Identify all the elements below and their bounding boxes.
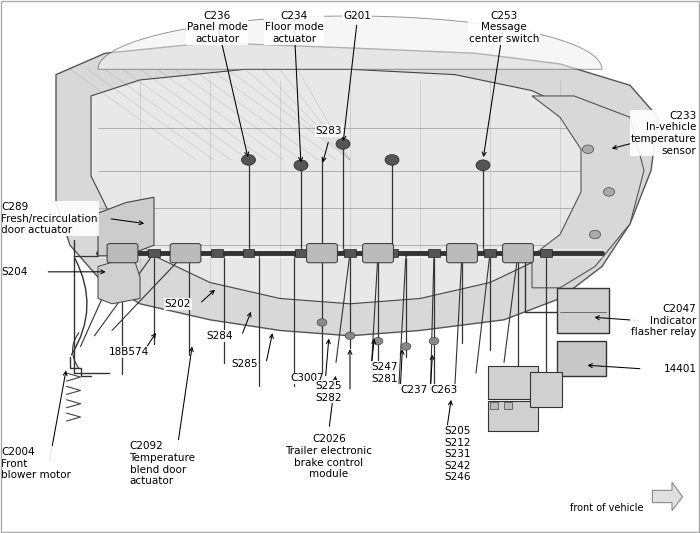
Polygon shape — [56, 43, 658, 336]
Bar — [504, 402, 512, 409]
Text: C236
Panel mode
actuator: C236 Panel mode actuator — [187, 11, 247, 44]
FancyBboxPatch shape — [107, 244, 138, 263]
Bar — [243, 249, 254, 257]
Bar — [540, 249, 552, 257]
Bar — [211, 249, 223, 257]
Circle shape — [603, 188, 615, 196]
FancyBboxPatch shape — [363, 244, 393, 263]
Bar — [148, 249, 160, 257]
Text: C2004
Front
blower motor: C2004 Front blower motor — [1, 447, 71, 480]
Circle shape — [385, 155, 399, 165]
Circle shape — [429, 337, 439, 345]
Text: C289
Fresh/recirculation
door actuator: C289 Fresh/recirculation door actuator — [1, 202, 98, 235]
Text: C237: C237 — [400, 385, 428, 395]
Text: front of vehicle: front of vehicle — [570, 503, 644, 513]
Text: S285: S285 — [231, 359, 258, 368]
Text: S205
S212
S231
S242
S246: S205 S212 S231 S242 S246 — [444, 426, 471, 482]
Text: C263: C263 — [430, 385, 458, 395]
Polygon shape — [91, 69, 602, 304]
Circle shape — [294, 160, 308, 171]
Bar — [344, 249, 356, 257]
FancyBboxPatch shape — [530, 372, 562, 407]
Circle shape — [317, 319, 327, 326]
Bar — [295, 249, 307, 257]
Circle shape — [336, 139, 350, 149]
Text: C3007: C3007 — [290, 374, 324, 383]
Text: 14401: 14401 — [664, 364, 696, 374]
Text: S204: S204 — [1, 267, 28, 277]
Bar — [490, 402, 498, 409]
Circle shape — [401, 343, 411, 350]
Circle shape — [241, 155, 255, 165]
Polygon shape — [532, 96, 644, 288]
Circle shape — [476, 160, 490, 171]
Text: S283: S283 — [316, 126, 342, 136]
Text: C234
Floor mode
actuator: C234 Floor mode actuator — [265, 11, 323, 44]
FancyBboxPatch shape — [488, 366, 538, 399]
Bar — [386, 249, 398, 257]
Circle shape — [373, 337, 383, 345]
Text: S202: S202 — [164, 299, 191, 309]
Text: C2026
Trailer electronic
brake control
module: C2026 Trailer electronic brake control m… — [286, 434, 372, 479]
Text: 18B574: 18B574 — [108, 347, 148, 357]
FancyBboxPatch shape — [307, 244, 337, 263]
Circle shape — [589, 230, 601, 239]
Text: S225
S282: S225 S282 — [315, 381, 342, 402]
FancyBboxPatch shape — [488, 401, 538, 431]
FancyBboxPatch shape — [170, 244, 201, 263]
Text: C2092
Temperature
blend door
actuator: C2092 Temperature blend door actuator — [130, 441, 195, 486]
FancyBboxPatch shape — [556, 341, 606, 376]
Bar — [484, 249, 496, 257]
Text: S284: S284 — [206, 331, 233, 341]
Polygon shape — [98, 197, 154, 256]
Text: S247
S281: S247 S281 — [371, 362, 398, 384]
Text: C233
In-vehicle
temperature
sensor: C233 In-vehicle temperature sensor — [631, 111, 696, 156]
Text: C2047
Indicator
flasher relay: C2047 Indicator flasher relay — [631, 304, 696, 337]
Polygon shape — [98, 16, 602, 69]
FancyBboxPatch shape — [447, 244, 477, 263]
Polygon shape — [98, 256, 140, 304]
Circle shape — [345, 332, 355, 340]
Text: C253
Message
center switch: C253 Message center switch — [469, 11, 539, 44]
FancyBboxPatch shape — [503, 244, 533, 263]
Bar — [428, 249, 440, 257]
Text: G201: G201 — [343, 11, 371, 21]
Circle shape — [582, 145, 594, 154]
Polygon shape — [652, 482, 682, 511]
FancyBboxPatch shape — [556, 288, 609, 333]
